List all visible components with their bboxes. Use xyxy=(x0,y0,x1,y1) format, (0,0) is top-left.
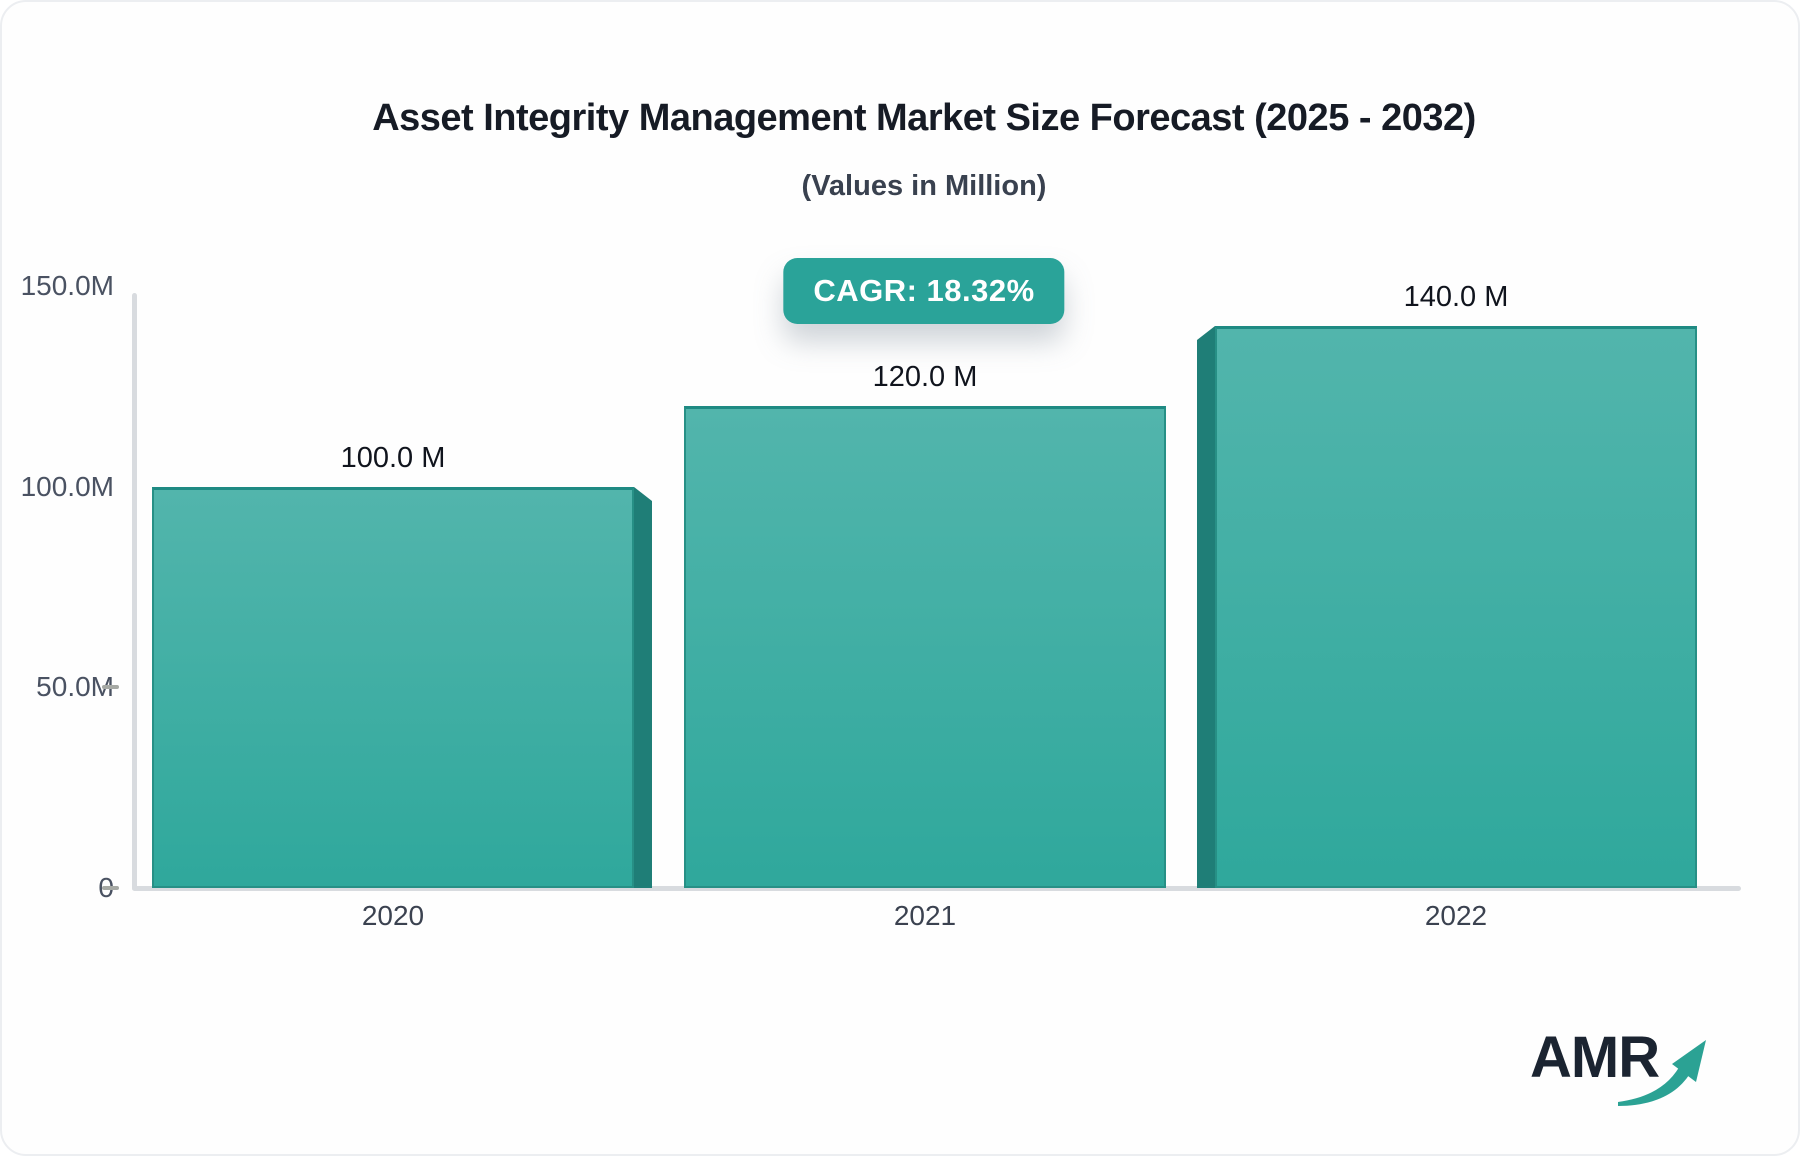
y-axis-tick-dash xyxy=(102,886,119,890)
amr-logo-text: AMR xyxy=(1530,1025,1660,1090)
y-axis-tick-dash xyxy=(102,685,119,689)
x-axis-label: 2022 xyxy=(1424,900,1488,931)
y-axis-tick-label: 100.0M xyxy=(20,471,114,502)
y-axis-tick-label: 150.0M xyxy=(20,270,114,301)
bar-value-label: 100.0 M xyxy=(340,442,446,474)
bar-value-label: 140.0 M xyxy=(1403,281,1509,313)
chart-title: Asset Integrity Management Market Size F… xyxy=(372,97,1476,139)
bar xyxy=(684,406,1166,888)
chart-subtitle: (Values in Million) xyxy=(801,170,1047,202)
bar-side-face xyxy=(634,487,652,888)
bar xyxy=(1215,326,1697,888)
cagr-badge: CAGR: 18.32% xyxy=(783,258,1065,324)
growth-arrow-icon xyxy=(1618,1040,1706,1106)
y-axis-tick-label: 50.0M xyxy=(36,671,114,702)
y-axis-tick-label: 0 xyxy=(2,871,114,905)
x-axis-label: 2020 xyxy=(361,900,425,931)
bar-value-label: 120.0 M xyxy=(872,361,978,393)
bar xyxy=(152,487,634,888)
bar-side-face xyxy=(1197,326,1215,888)
x-axis-line xyxy=(132,886,1741,891)
x-axis-label: 2021 xyxy=(893,900,957,931)
amr-logo: AMR xyxy=(1530,1018,1750,1128)
y-axis-line xyxy=(132,293,137,890)
